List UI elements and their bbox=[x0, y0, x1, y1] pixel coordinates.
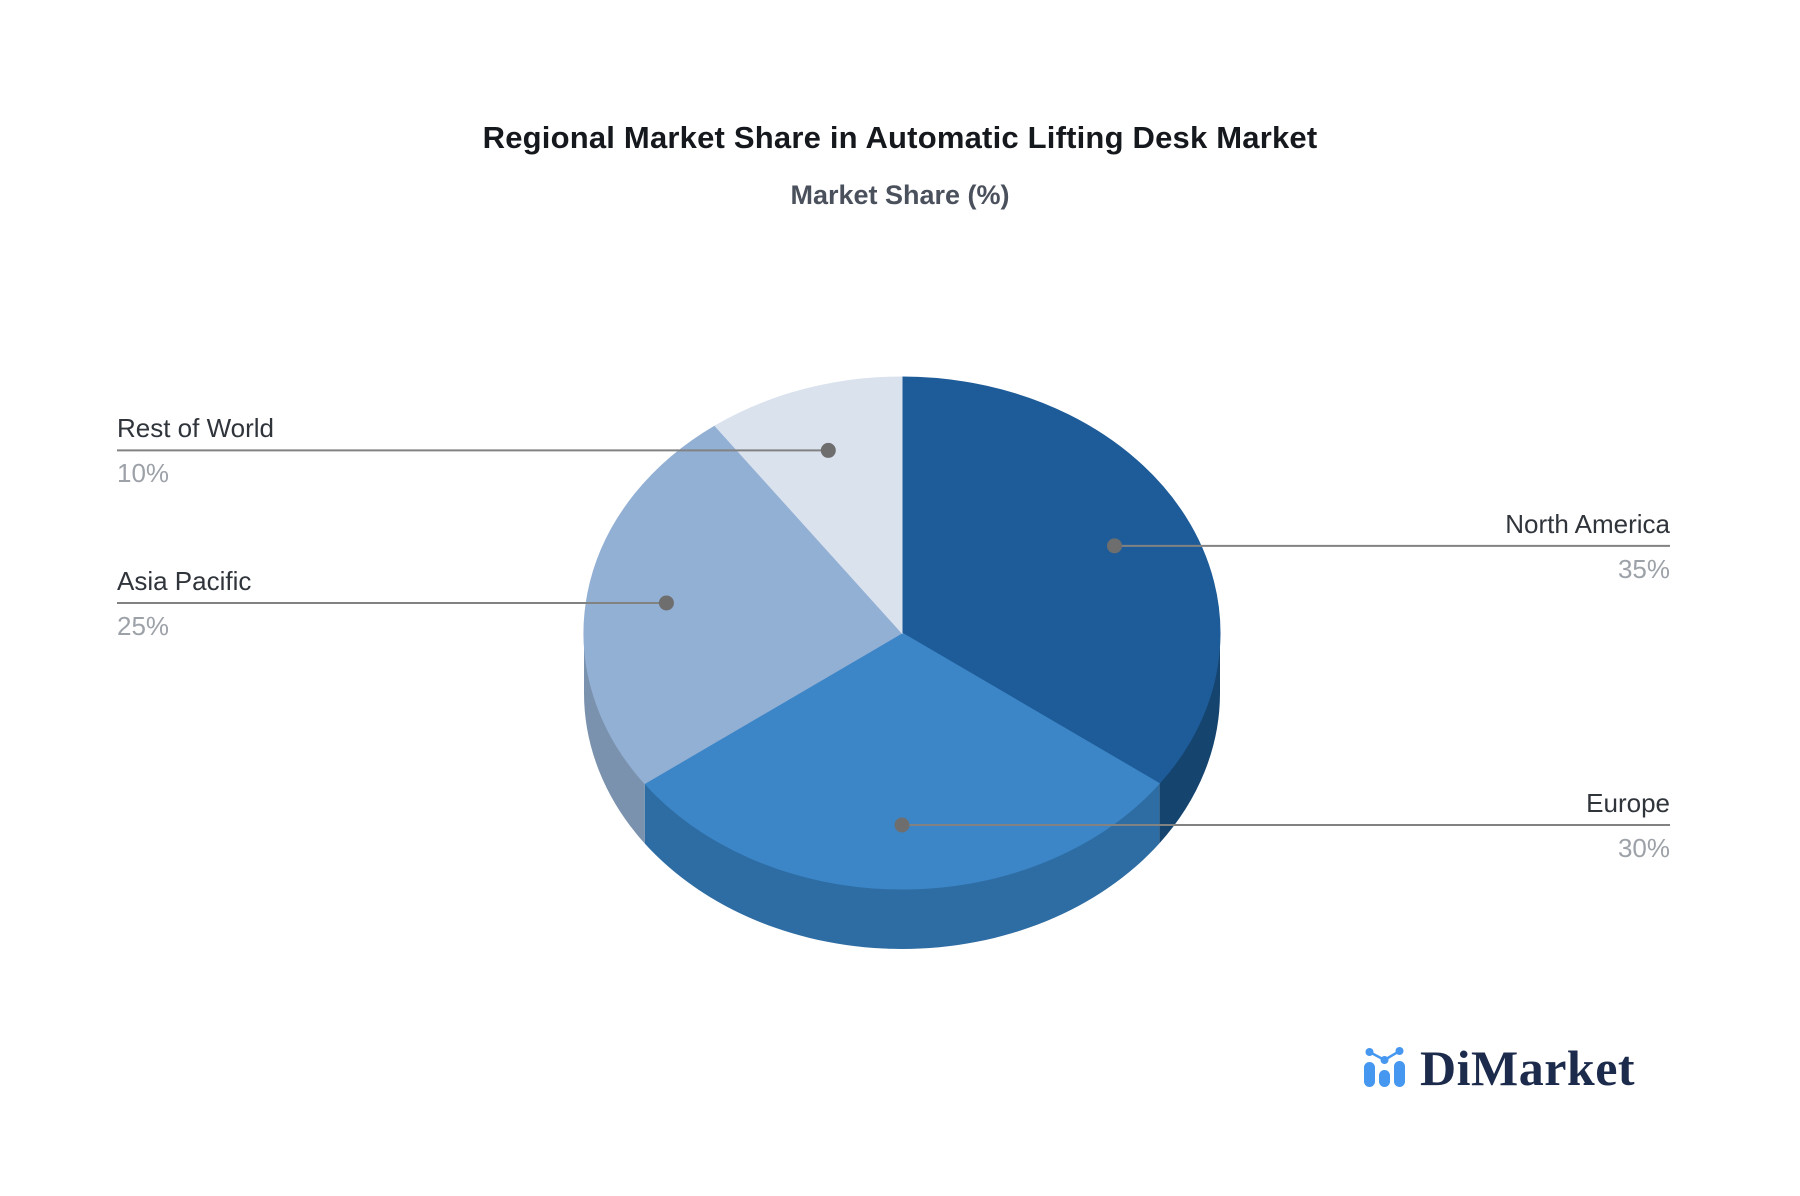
pie-slice-north-america[interactable] bbox=[901, 376, 1221, 785]
slice-label-value: 30% bbox=[1617, 833, 1670, 863]
brand-chart-icon bbox=[1364, 1047, 1405, 1087]
slice-label-value: 25% bbox=[117, 610, 170, 641]
slice-label-name: North America bbox=[1505, 508, 1670, 539]
pie-slice-asia-pacific[interactable] bbox=[583, 425, 903, 785]
pie-slice-side-asia-pacific bbox=[584, 633, 645, 844]
slice-label-name: Rest of World bbox=[117, 413, 275, 444]
slice-label-name: Europe bbox=[1586, 788, 1670, 818]
chart-subtitle: Market Share (%) bbox=[790, 180, 1010, 210]
pie-slice-side-europe bbox=[644, 783, 1160, 949]
pie-slice-side-north-america bbox=[1159, 633, 1220, 844]
slice-label-value: 35% bbox=[1617, 553, 1670, 584]
brand-logo: DiMarket bbox=[1362, 1038, 1635, 1098]
leader-dot-north-america bbox=[1107, 538, 1123, 554]
chart-title: Regional Market Share in Automatic Lifti… bbox=[482, 120, 1318, 155]
slice-label-value: 10% bbox=[117, 458, 170, 489]
leader-dot-asia-pacific bbox=[658, 595, 674, 611]
leader-dot-europe bbox=[894, 817, 910, 833]
slice-label-name: Asia Pacific bbox=[117, 565, 252, 596]
pie-slice-rest-of-world[interactable] bbox=[714, 376, 903, 635]
brand-name: DiMarket bbox=[1420, 1040, 1636, 1096]
leader-dot-rest-of-world bbox=[820, 442, 836, 458]
